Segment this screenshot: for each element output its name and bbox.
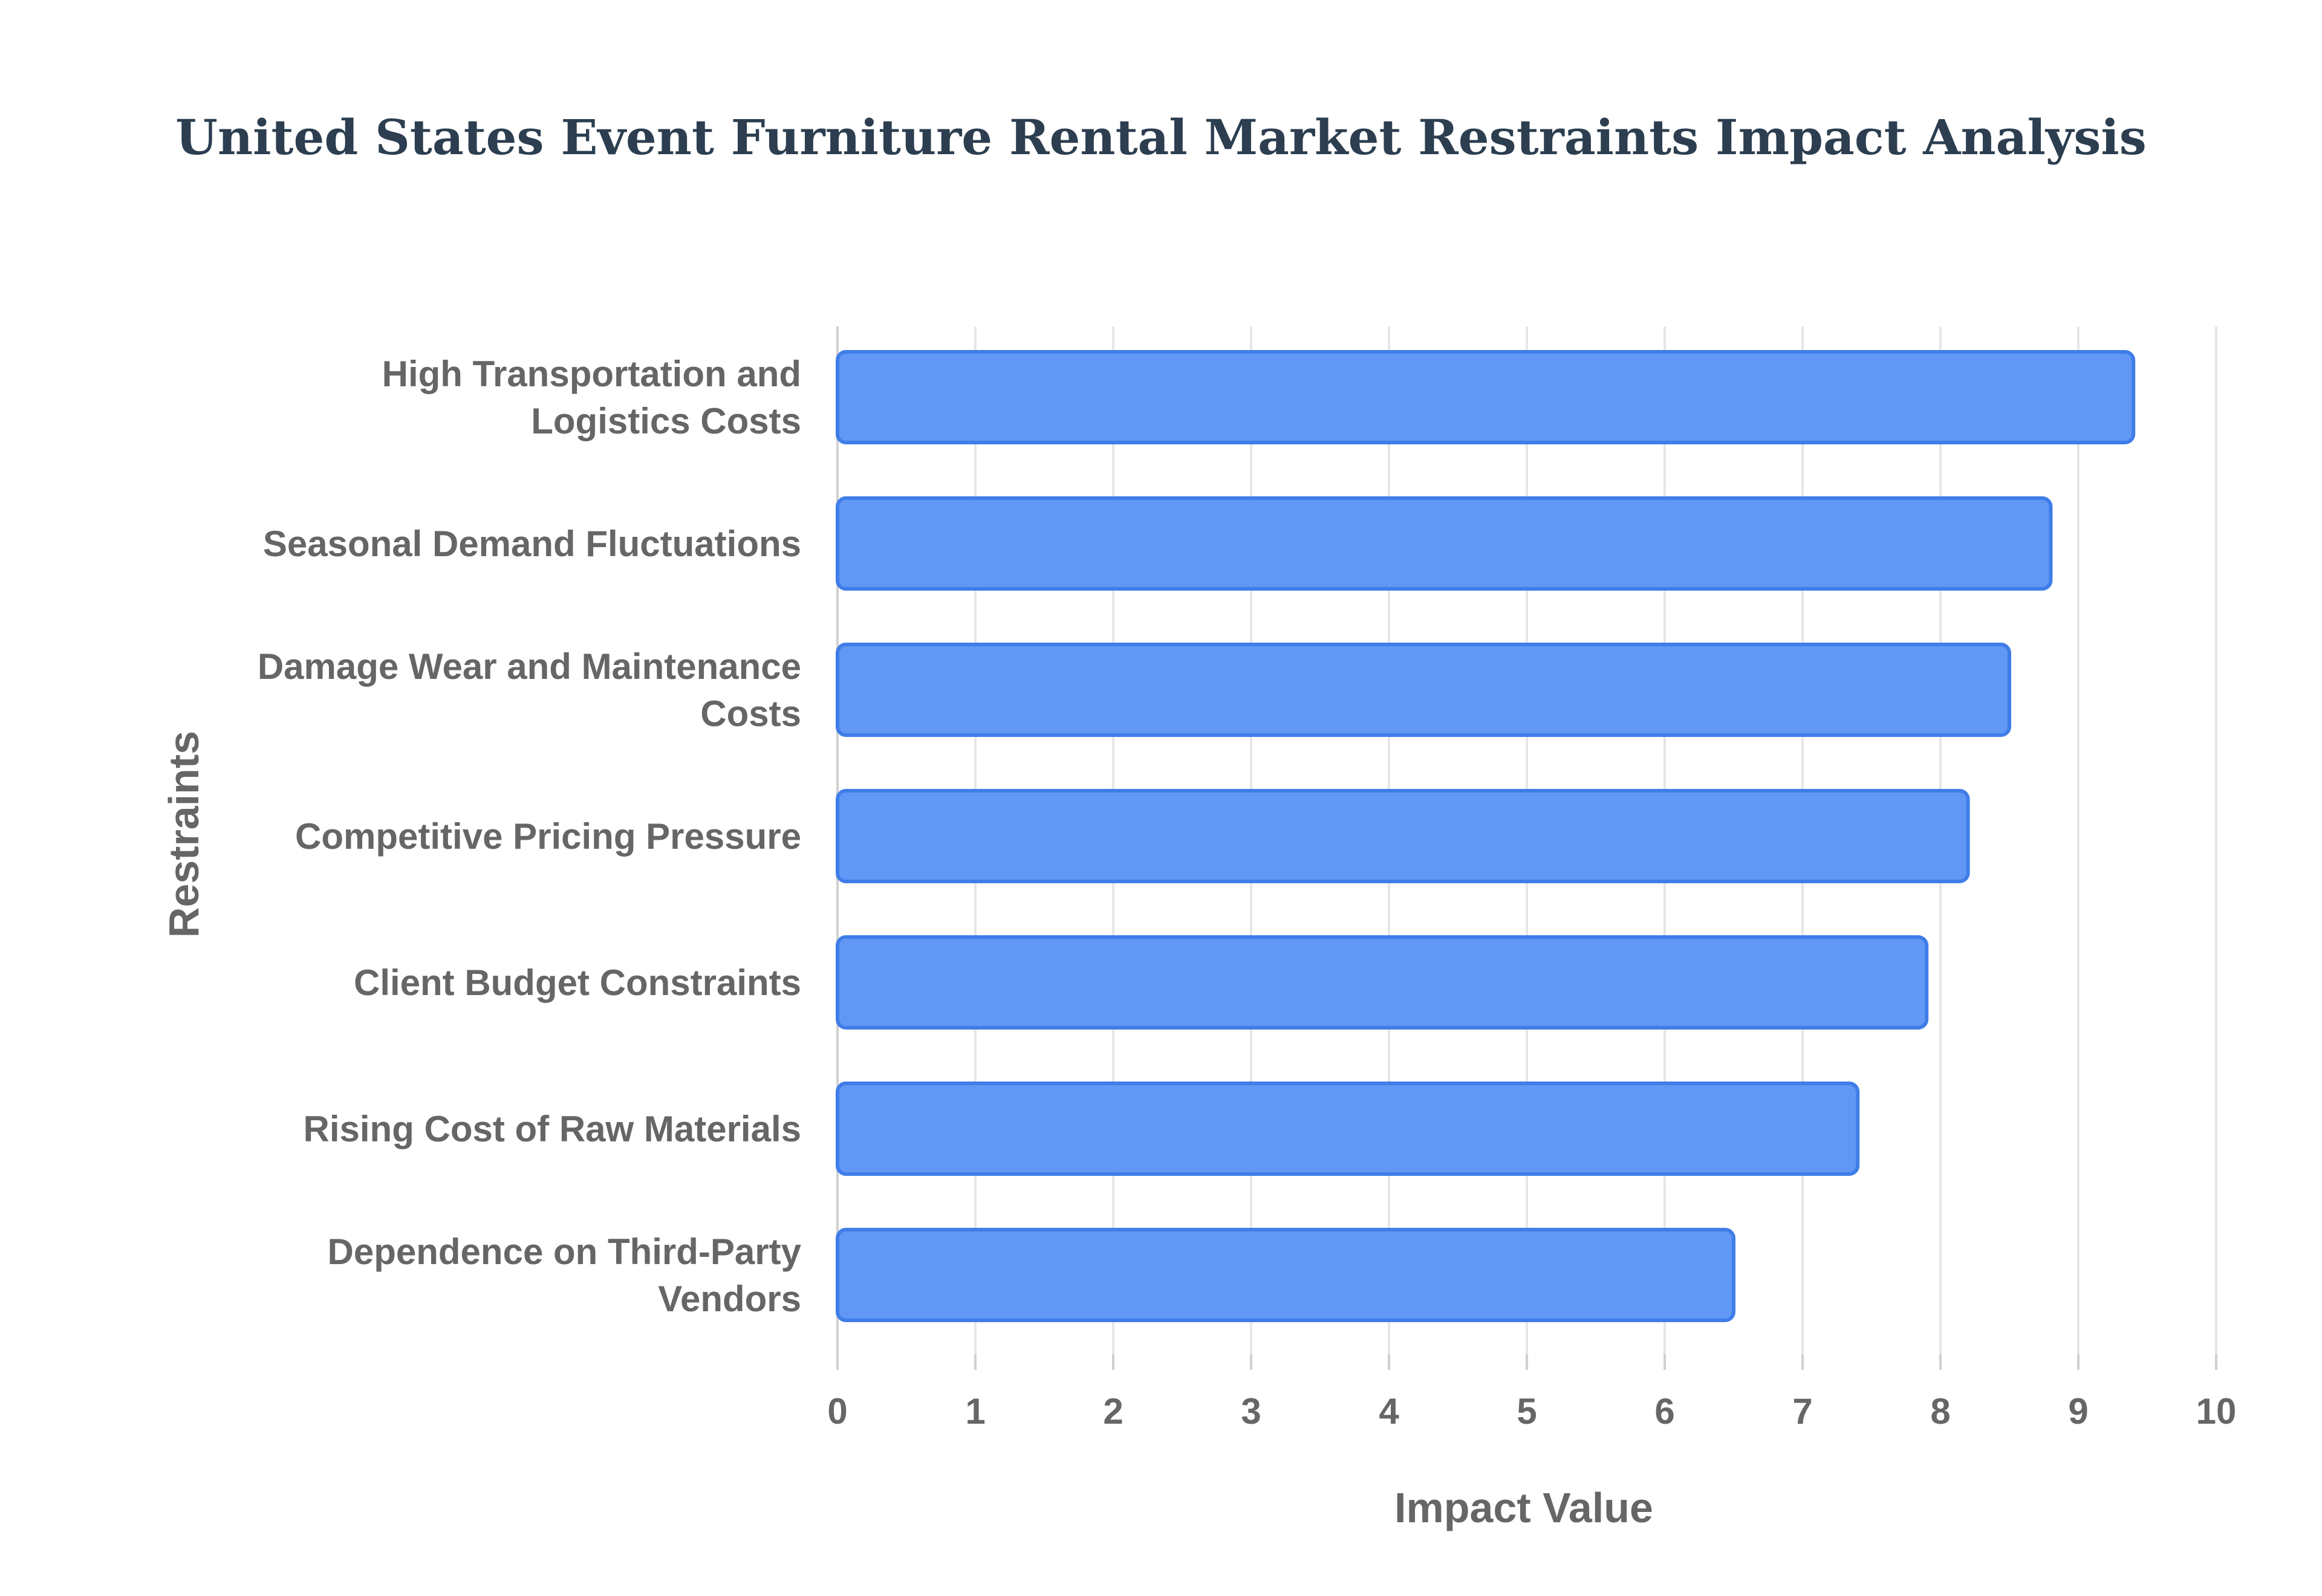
- bar: [836, 1228, 1735, 1322]
- y-axis-title: Restraints: [160, 731, 207, 938]
- category-label: Rising Cost of Raw Materials: [304, 1109, 801, 1149]
- bar: [836, 1082, 1860, 1176]
- x-tick-label: 1: [965, 1391, 985, 1432]
- x-tick-label: 0: [827, 1391, 847, 1432]
- x-tick-label: 5: [1517, 1391, 1537, 1432]
- x-tick-label: 7: [1792, 1391, 1812, 1432]
- x-tick-label: 10: [2196, 1391, 2237, 1432]
- bar-layer: [836, 350, 2136, 1322]
- bar: [836, 643, 2011, 737]
- x-tick-label: 9: [2068, 1391, 2088, 1432]
- x-tick-label: 3: [1241, 1391, 1261, 1432]
- x-tick-label: 2: [1103, 1391, 1123, 1432]
- x-tick-label: 8: [1930, 1391, 1950, 1432]
- bar: [836, 350, 2136, 444]
- chart-title: United States Event Furniture Rental Mar…: [175, 109, 2147, 166]
- bar: [836, 935, 1929, 1030]
- x-tick-label: 6: [1654, 1391, 1674, 1432]
- category-axis: High Transportation and Logistics Costs Se…: [258, 354, 802, 1319]
- category-label: Client Budget Constraints: [354, 962, 801, 1003]
- x-axis-title: Impact Value: [1394, 1484, 1653, 1531]
- category-label: High Transportation and Logistics Costs: [382, 354, 801, 441]
- value-axis: 0 1 2 3 4 5 6 7 8 9 10: [827, 1354, 2236, 1432]
- category-label: Dependence on Third-Party Vendors: [328, 1231, 802, 1319]
- category-label: Competitive Pricing Pressure: [295, 816, 801, 857]
- category-label: Damage Wear and Maintenance Costs: [258, 646, 801, 734]
- category-label: Seasonal Demand Fluctuations: [263, 524, 801, 564]
- bar: [836, 789, 1970, 883]
- bar: [836, 496, 2053, 591]
- x-tick-label: 4: [1379, 1391, 1399, 1432]
